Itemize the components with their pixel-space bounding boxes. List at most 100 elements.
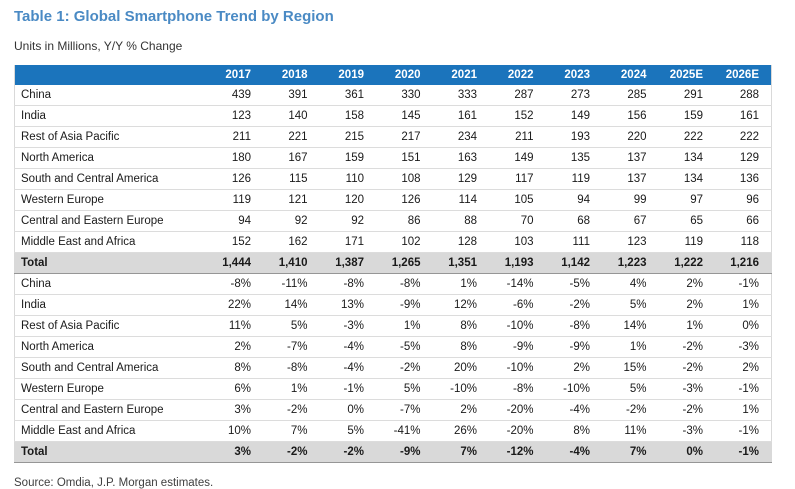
cell-south-and-central-america-2026e-yoy-percent-change: 2% [715, 357, 772, 379]
cell-north-america-2023-units-in-millions: 135 [545, 147, 602, 169]
cell-middle-east-and-africa-2020-yoy-percent-change: -41% [376, 420, 433, 442]
cell-total-2025e-units-in-millions: 1,222 [658, 252, 715, 274]
cell-middle-east-and-africa-2017-units-in-millions: 152 [206, 231, 263, 253]
cell-south-and-central-america-2020-units-in-millions: 108 [376, 168, 433, 190]
cell-middle-east-and-africa-2024-yoy-percent-change: 11% [602, 420, 659, 442]
row-label-central-and-eastern-europe: Central and Eastern Europe [14, 399, 207, 421]
column-header-2021: 2021 [432, 65, 489, 85]
cell-rest-of-asia-pacific-2021-yoy-percent-change: 8% [432, 315, 489, 337]
cell-china-2024-units-in-millions: 285 [602, 85, 659, 106]
cell-india-2020-units-in-millions: 145 [376, 105, 433, 127]
cell-rest-of-asia-pacific-2024-units-in-millions: 220 [602, 126, 659, 148]
cell-india-2019-yoy-percent-change: 13% [319, 294, 376, 316]
cell-north-america-2018-yoy-percent-change: -7% [263, 336, 320, 358]
cell-south-and-central-america-2019-units-in-millions: 110 [319, 168, 376, 190]
cell-south-and-central-america-2019-yoy-percent-change: -4% [319, 357, 376, 379]
cell-total-2019-units-in-millions: 1,387 [319, 252, 376, 274]
cell-middle-east-and-africa-2019-yoy-percent-change: 5% [319, 420, 376, 442]
cell-western-europe-2024-yoy-percent-change: 5% [602, 378, 659, 400]
cell-india-2025e-yoy-percent-change: 2% [658, 294, 715, 316]
cell-north-america-2018-units-in-millions: 167 [263, 147, 320, 169]
cell-western-europe-2017-yoy-percent-change: 6% [206, 378, 263, 400]
cell-south-and-central-america-2021-yoy-percent-change: 20% [432, 357, 489, 379]
cell-china-2023-yoy-percent-change: -5% [545, 273, 602, 295]
cell-central-and-eastern-europe-2025e-units-in-millions: 65 [658, 210, 715, 232]
row-label-rest-of-asia-pacific: Rest of Asia Pacific [14, 126, 207, 148]
cell-central-and-eastern-europe-2022-yoy-percent-change: -20% [489, 399, 546, 421]
cell-total-2022-units-in-millions: 1,193 [489, 252, 546, 274]
cell-china-2022-yoy-percent-change: -14% [489, 273, 546, 295]
cell-north-america-2025e-yoy-percent-change: -2% [658, 336, 715, 358]
cell-china-2018-units-in-millions: 391 [263, 85, 320, 106]
column-header-2017: 2017 [206, 65, 263, 85]
cell-north-america-2024-yoy-percent-change: 1% [602, 336, 659, 358]
row-label-rest-of-asia-pacific: Rest of Asia Pacific [14, 315, 207, 337]
row-label-south-and-central-america: South and Central America [14, 168, 207, 190]
cell-western-europe-2022-units-in-millions: 105 [489, 189, 546, 211]
cell-central-and-eastern-europe-2018-units-in-millions: 92 [263, 210, 320, 232]
cell-western-europe-2025e-yoy-percent-change: -3% [658, 378, 715, 400]
table-row-north-america-units-in-millions: North America 180 167 159 151 163 149 135 137 134… [14, 147, 772, 169]
table-row-south-and-central-america-yoy-percent-change: South and Central America 8% -8% -4% -2% 20% -… [14, 357, 772, 379]
table-row-central-and-eastern-europe-units-in-millions: Central and Eastern Europe 94 92 92 86 88 70 68… [14, 210, 772, 232]
table-row-middle-east-and-africa-units-in-millions: Middle East and Africa 152 162 171 102 128 103… [14, 231, 772, 253]
cell-central-and-eastern-europe-2017-units-in-millions: 94 [206, 210, 263, 232]
cell-north-america-2020-yoy-percent-change: -5% [376, 336, 433, 358]
cell-middle-east-and-africa-2021-units-in-millions: 128 [432, 231, 489, 253]
table-row-north-america-yoy-percent-change: North America 2% -7% -4% -5% 8% -9% -9% 1% -2% -3% [14, 336, 772, 358]
cell-rest-of-asia-pacific-2022-units-in-millions: 211 [489, 126, 546, 148]
cell-total-2024-yoy-percent-change: 7% [602, 441, 659, 463]
cell-south-and-central-america-2022-yoy-percent-change: -10% [489, 357, 546, 379]
table-row-rest-of-asia-pacific-yoy-percent-change: Rest of Asia Pacific 11% 5% -3% 1% 8% -10% -8% 1… [14, 315, 772, 337]
cell-south-and-central-america-2017-units-in-millions: 126 [206, 168, 263, 190]
cell-western-europe-2025e-units-in-millions: 97 [658, 189, 715, 211]
row-label-western-europe: Western Europe [14, 378, 207, 400]
cell-india-2020-yoy-percent-change: -9% [376, 294, 433, 316]
table-header-row: 2017 2018 2019 2020 2021 2022 2023 2024 2025E 202… [14, 65, 772, 85]
cell-south-and-central-america-2021-units-in-millions: 129 [432, 168, 489, 190]
column-header-2020: 2020 [376, 65, 433, 85]
cell-china-2022-units-in-millions: 287 [489, 85, 546, 106]
cell-rest-of-asia-pacific-2020-yoy-percent-change: 1% [376, 315, 433, 337]
cell-western-europe-2019-units-in-millions: 120 [319, 189, 376, 211]
cell-south-and-central-america-2026e-units-in-millions: 136 [715, 168, 772, 190]
cell-middle-east-and-africa-2024-units-in-millions: 123 [602, 231, 659, 253]
cell-north-america-2022-units-in-millions: 149 [489, 147, 546, 169]
cell-north-america-2021-units-in-millions: 163 [432, 147, 489, 169]
cell-central-and-eastern-europe-2018-yoy-percent-change: -2% [263, 399, 320, 421]
table-row-western-europe-units-in-millions: Western Europe 119 121 120 126 114 105 94 99 97 96 [14, 189, 772, 211]
cell-central-and-eastern-europe-2024-yoy-percent-change: -2% [602, 399, 659, 421]
cell-total-2025e-yoy-percent-change: 0% [658, 441, 715, 463]
cell-india-2026e-units-in-millions: 161 [715, 105, 772, 127]
cell-middle-east-and-africa-2022-yoy-percent-change: -20% [489, 420, 546, 442]
cell-central-and-eastern-europe-2020-yoy-percent-change: -7% [376, 399, 433, 421]
column-header-2023: 2023 [545, 65, 602, 85]
cell-central-and-eastern-europe-2022-units-in-millions: 70 [489, 210, 546, 232]
cell-north-america-2024-units-in-millions: 137 [602, 147, 659, 169]
cell-western-europe-2017-units-in-millions: 119 [206, 189, 263, 211]
cell-india-2026e-yoy-percent-change: 1% [715, 294, 772, 316]
cell-total-2018-units-in-millions: 1,410 [263, 252, 320, 274]
table-row-total-yoy-percent-change: Total 3% -2% -2% -9% 7% -12% -4% 7% 0% -1% [14, 441, 772, 463]
cell-rest-of-asia-pacific-2019-yoy-percent-change: -3% [319, 315, 376, 337]
cell-middle-east-and-africa-2026e-units-in-millions: 118 [715, 231, 772, 253]
row-label-india: India [14, 294, 207, 316]
cell-total-2019-yoy-percent-change: -2% [319, 441, 376, 463]
cell-china-2019-yoy-percent-change: -8% [319, 273, 376, 295]
column-header-2022: 2022 [489, 65, 546, 85]
cell-north-america-2020-units-in-millions: 151 [376, 147, 433, 169]
cell-india-2018-yoy-percent-change: 14% [263, 294, 320, 316]
cell-north-america-2021-yoy-percent-change: 8% [432, 336, 489, 358]
cell-india-2019-units-in-millions: 158 [319, 105, 376, 127]
cell-rest-of-asia-pacific-2025e-units-in-millions: 222 [658, 126, 715, 148]
cell-middle-east-and-africa-2026e-yoy-percent-change: -1% [715, 420, 772, 442]
cell-western-europe-2024-units-in-millions: 99 [602, 189, 659, 211]
row-label-china: China [14, 273, 207, 295]
cell-middle-east-and-africa-2025e-yoy-percent-change: -3% [658, 420, 715, 442]
cell-rest-of-asia-pacific-2019-units-in-millions: 215 [319, 126, 376, 148]
cell-central-and-eastern-europe-2021-yoy-percent-change: 2% [432, 399, 489, 421]
cell-central-and-eastern-europe-2019-yoy-percent-change: 0% [319, 399, 376, 421]
cell-total-2026e-yoy-percent-change: -1% [715, 441, 772, 463]
cell-rest-of-asia-pacific-2026e-yoy-percent-change: 0% [715, 315, 772, 337]
cell-middle-east-and-africa-2021-yoy-percent-change: 26% [432, 420, 489, 442]
